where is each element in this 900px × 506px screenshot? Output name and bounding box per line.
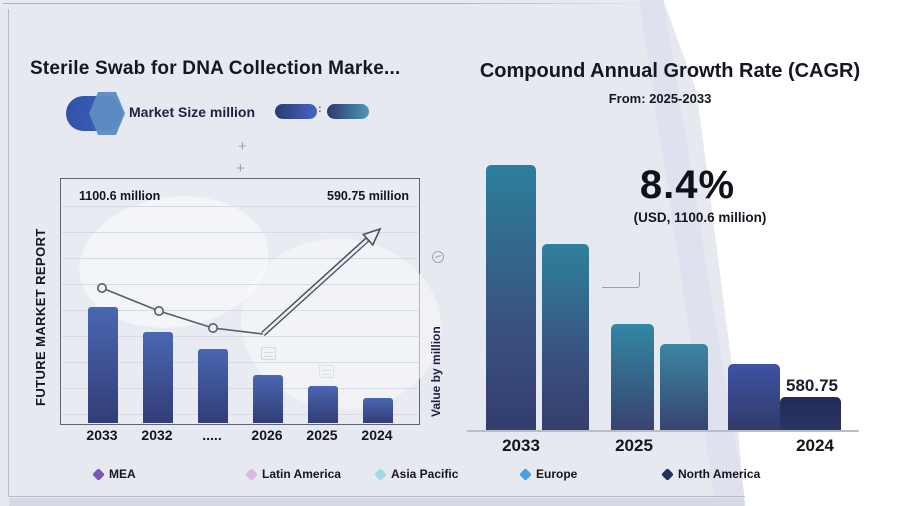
ghost-table-icon [261, 347, 276, 360]
x-tick-label: ..... [202, 427, 222, 443]
legend-label: Europe [536, 467, 578, 481]
bar-data-label: 580.75 [786, 376, 838, 395]
legend-marker-diamond [374, 468, 387, 481]
legend-label: North America [678, 467, 761, 481]
trend-line-and-arrow [96, 227, 382, 337]
plus-mark-icon: + [236, 160, 245, 177]
cagr-detail: (USD, 1100.6 million) [633, 210, 767, 225]
start-value-label: 1100.6 million [79, 189, 161, 203]
bar-2024 [363, 398, 393, 423]
bar-2024-right [780, 397, 841, 430]
corner-line-decoration [602, 272, 640, 288]
right-chart-axis-line [467, 430, 859, 432]
bar-2026 [253, 375, 283, 423]
bar-2025-left [611, 324, 654, 430]
bar-2024-left [728, 364, 780, 430]
pill-separator: : [318, 103, 322, 115]
x-tick-label: 2033 [86, 427, 118, 443]
right-axis-label-vertical: Value by million [429, 326, 443, 417]
bar-2025-right [660, 344, 708, 430]
legend-marker-diamond [519, 468, 532, 481]
frame-top-line [3, 3, 658, 4]
chart-gridlines [62, 206, 418, 422]
left-axis-label-vertical: FUTURE MARKET REPORT [33, 228, 48, 406]
left-bar-chart: 1100.6 million 590.75 million [60, 178, 450, 425]
right-chart-subtitle: From: 2025-2033 [608, 91, 712, 106]
bar-2025 [308, 386, 338, 423]
ghost-table-icon [319, 365, 334, 378]
frame-bottom-strip [9, 498, 744, 506]
legend-label: Asia Pacific [391, 467, 459, 481]
left-chart-title: Sterile Swab for DNA Collection Marke... [30, 58, 401, 79]
end-value-label: 590.75 million [327, 189, 409, 203]
right-chart-title: Compound Annual Growth Rate (CAGR) [479, 60, 861, 82]
bar-2032 [143, 332, 173, 423]
bar-2033-left [486, 165, 536, 430]
x-tick-label: 2033 [502, 436, 540, 455]
cagr-value: 8.4% [639, 163, 736, 207]
frame-left-line [8, 9, 9, 497]
legend-marker-diamond [245, 468, 258, 481]
x-tick-label: 2025 [615, 436, 653, 455]
frame-bottom-line [8, 496, 745, 497]
circled-minus-icon [432, 251, 444, 263]
x-tick-label: 2024 [361, 427, 393, 443]
market-size-legend-label: Market Size million [129, 104, 256, 120]
x-tick-label: 2026 [251, 427, 283, 443]
plus-mark-icon: + [238, 138, 247, 155]
legend-marker-diamond [661, 468, 674, 481]
legend-label: MEA [109, 467, 136, 481]
x-tick-label: 2024 [796, 436, 834, 455]
x-tick-label: 2032 [141, 427, 173, 443]
legend-label: Latin America [262, 467, 341, 481]
x-tick-label: 2025 [306, 427, 338, 443]
bar-2033 [88, 307, 118, 423]
legend-marker-diamond [92, 468, 105, 481]
bar-dots [198, 349, 228, 423]
capsule-swab-icon [66, 92, 125, 135]
gradient-pill-left [275, 104, 317, 119]
gradient-pill-right [327, 104, 369, 119]
bar-2033-right [542, 244, 589, 430]
